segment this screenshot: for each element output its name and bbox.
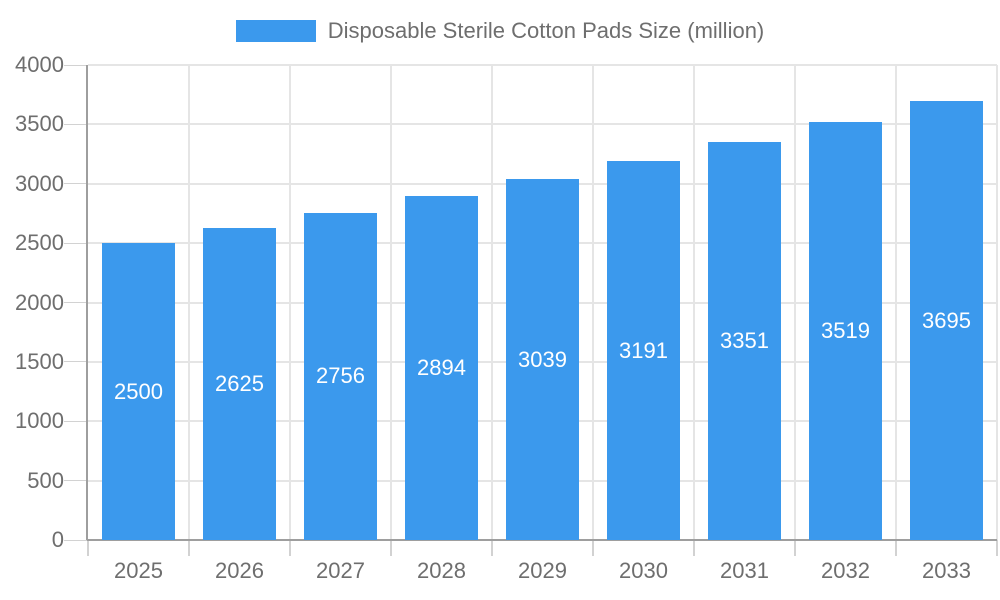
x-axis-tick-label: 2033 (922, 558, 971, 583)
bar-2027: 2756 (304, 212, 377, 540)
bar-value-label: 2625 (215, 371, 264, 397)
x-gridline (491, 65, 493, 540)
x-axis-tick-label: 2031 (720, 558, 769, 583)
x-axis-tick-label: 2030 (619, 558, 668, 583)
x-gridline (592, 65, 594, 540)
y-axis-tick-label: 500 (27, 467, 64, 493)
bar-value-label: 3351 (720, 328, 769, 354)
bar-2031: 3351 (708, 142, 781, 540)
bar-value-label: 3695 (922, 307, 971, 333)
y-axis-tick (64, 539, 88, 541)
x-gridline (390, 65, 392, 540)
bar-2029: 3039 (506, 179, 579, 540)
bar-value-label: 2894 (417, 355, 466, 381)
y-axis-tick (64, 302, 88, 303)
x-gridline (794, 65, 796, 540)
legend-label: Disposable Sterile Cotton Pads Size (mil… (327, 18, 765, 43)
bar-2025: 2500 (102, 243, 175, 540)
x-axis-tick (693, 540, 695, 556)
bar-value-label: 3519 (821, 318, 870, 344)
bar-value-label: 2500 (114, 378, 163, 404)
bar-value-label: 3039 (518, 346, 567, 372)
legend-swatch (235, 20, 316, 42)
y-axis-tick-label: 2000 (15, 289, 64, 315)
y-axis-tick (64, 361, 88, 363)
y-axis-tick-label: 1000 (15, 408, 64, 434)
bar-2026: 2625 (203, 228, 276, 540)
x-axis-tick (87, 540, 89, 556)
x-gridline (693, 65, 695, 540)
x-axis-tick (592, 540, 594, 556)
x-axis-tick (794, 540, 796, 556)
x-axis-tick (188, 540, 190, 556)
bar-value-label: 3191 (619, 337, 668, 363)
y-axis-tick-label: 0 (51, 527, 64, 552)
x-axis-tick (390, 540, 392, 556)
y-axis-tick-label: 2500 (15, 230, 64, 256)
x-axis-tick-label: 2026 (215, 558, 264, 583)
x-axis-tick-label: 2025 (114, 558, 163, 583)
x-axis-tick (895, 540, 897, 556)
x-gridline (895, 65, 897, 540)
y-axis-tick (64, 420, 88, 422)
y-gridline (88, 64, 997, 66)
x-axis-tick-label: 2029 (518, 558, 567, 583)
x-axis-tick-label: 2028 (417, 558, 466, 583)
bar-2032: 3519 (809, 122, 882, 540)
x-axis-tick (491, 540, 493, 556)
y-axis-tick-label: 3000 (15, 170, 64, 196)
y-axis-tick (64, 183, 88, 185)
y-axis-tick (64, 242, 88, 244)
x-gridline (188, 65, 190, 540)
y-axis-tick (64, 123, 88, 125)
y-axis-tick (64, 480, 88, 482)
x-gridline (289, 65, 291, 540)
bar-2030: 3191 (607, 161, 680, 540)
y-axis-tick-label: 3500 (15, 111, 64, 137)
bar-2033: 3695 (910, 101, 983, 540)
y-axis-tick-label: 4000 (15, 52, 64, 77)
x-axis-tick (289, 540, 291, 556)
legend: Disposable Sterile Cotton Pads Size (mil… (0, 17, 1000, 45)
x-axis-tick (996, 540, 998, 556)
x-axis-line (87, 539, 997, 541)
x-axis-tick-label: 2027 (316, 558, 365, 583)
y-gridline (88, 123, 997, 126)
bar-value-label: 2756 (316, 363, 365, 389)
y-axis-tick (64, 64, 88, 66)
y-axis-tick-label: 1500 (15, 348, 64, 374)
x-axis-tick-label: 2032 (821, 558, 870, 583)
bar-2028: 2894 (405, 196, 478, 540)
y-axis-line (86, 65, 88, 540)
x-gridline (996, 65, 998, 540)
